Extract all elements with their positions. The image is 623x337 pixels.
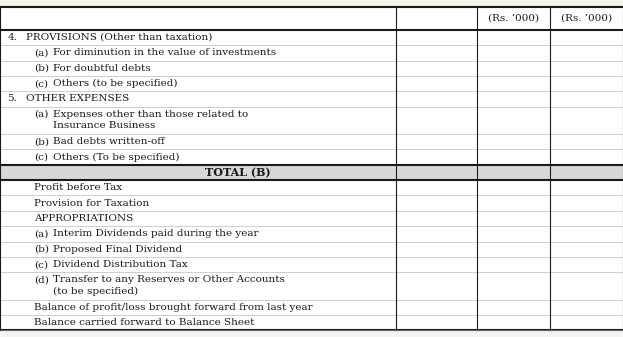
Text: (d): (d) <box>34 275 49 284</box>
Text: (b): (b) <box>34 137 49 146</box>
Text: Balance of profit/loss brought forward from last year: Balance of profit/loss brought forward f… <box>34 303 313 312</box>
Text: (c): (c) <box>34 79 48 88</box>
Text: 5.: 5. <box>7 94 17 103</box>
Bar <box>0 165 623 180</box>
Text: (a): (a) <box>34 229 49 238</box>
Text: (a): (a) <box>34 49 49 57</box>
Text: TOTAL (B): TOTAL (B) <box>206 167 271 178</box>
Text: (to be specified): (to be specified) <box>53 287 138 296</box>
Text: Dividend Distribution Tax: Dividend Distribution Tax <box>53 260 188 269</box>
Text: Provision for Taxation: Provision for Taxation <box>34 198 150 208</box>
Text: (b): (b) <box>34 245 49 254</box>
Text: Balance carried forward to Balance Sheet: Balance carried forward to Balance Sheet <box>34 318 255 327</box>
Text: Expenses other than those related to: Expenses other than those related to <box>53 110 248 119</box>
Text: PROVISIONS (Other than taxation): PROVISIONS (Other than taxation) <box>26 33 212 42</box>
Text: Profit before Tax: Profit before Tax <box>34 183 122 192</box>
Text: For diminution in the value of investments: For diminution in the value of investmen… <box>53 49 276 57</box>
Text: Others (To be specified): Others (To be specified) <box>53 152 179 161</box>
Text: Proposed Final Dividend: Proposed Final Dividend <box>53 245 182 254</box>
Text: Interim Dividends paid during the year: Interim Dividends paid during the year <box>53 229 259 238</box>
Text: Transfer to any Reserves or Other Accounts: Transfer to any Reserves or Other Accoun… <box>53 275 285 284</box>
Text: (Rs. ’000): (Rs. ’000) <box>488 14 539 23</box>
Text: APPROPRIATIONS: APPROPRIATIONS <box>34 214 133 223</box>
Text: (Rs. ’000): (Rs. ’000) <box>561 14 612 23</box>
Text: 4.: 4. <box>7 33 17 42</box>
Text: (c): (c) <box>34 152 48 161</box>
Text: (b): (b) <box>34 64 49 73</box>
Text: Bad debts written-off: Bad debts written-off <box>53 137 164 146</box>
Text: For doubtful debts: For doubtful debts <box>53 64 151 73</box>
Text: Others (to be specified): Others (to be specified) <box>53 79 178 88</box>
Text: (c): (c) <box>34 260 48 269</box>
Text: Insurance Business: Insurance Business <box>53 121 155 130</box>
Text: (a): (a) <box>34 110 49 119</box>
Text: OTHER EXPENSES: OTHER EXPENSES <box>26 94 130 103</box>
